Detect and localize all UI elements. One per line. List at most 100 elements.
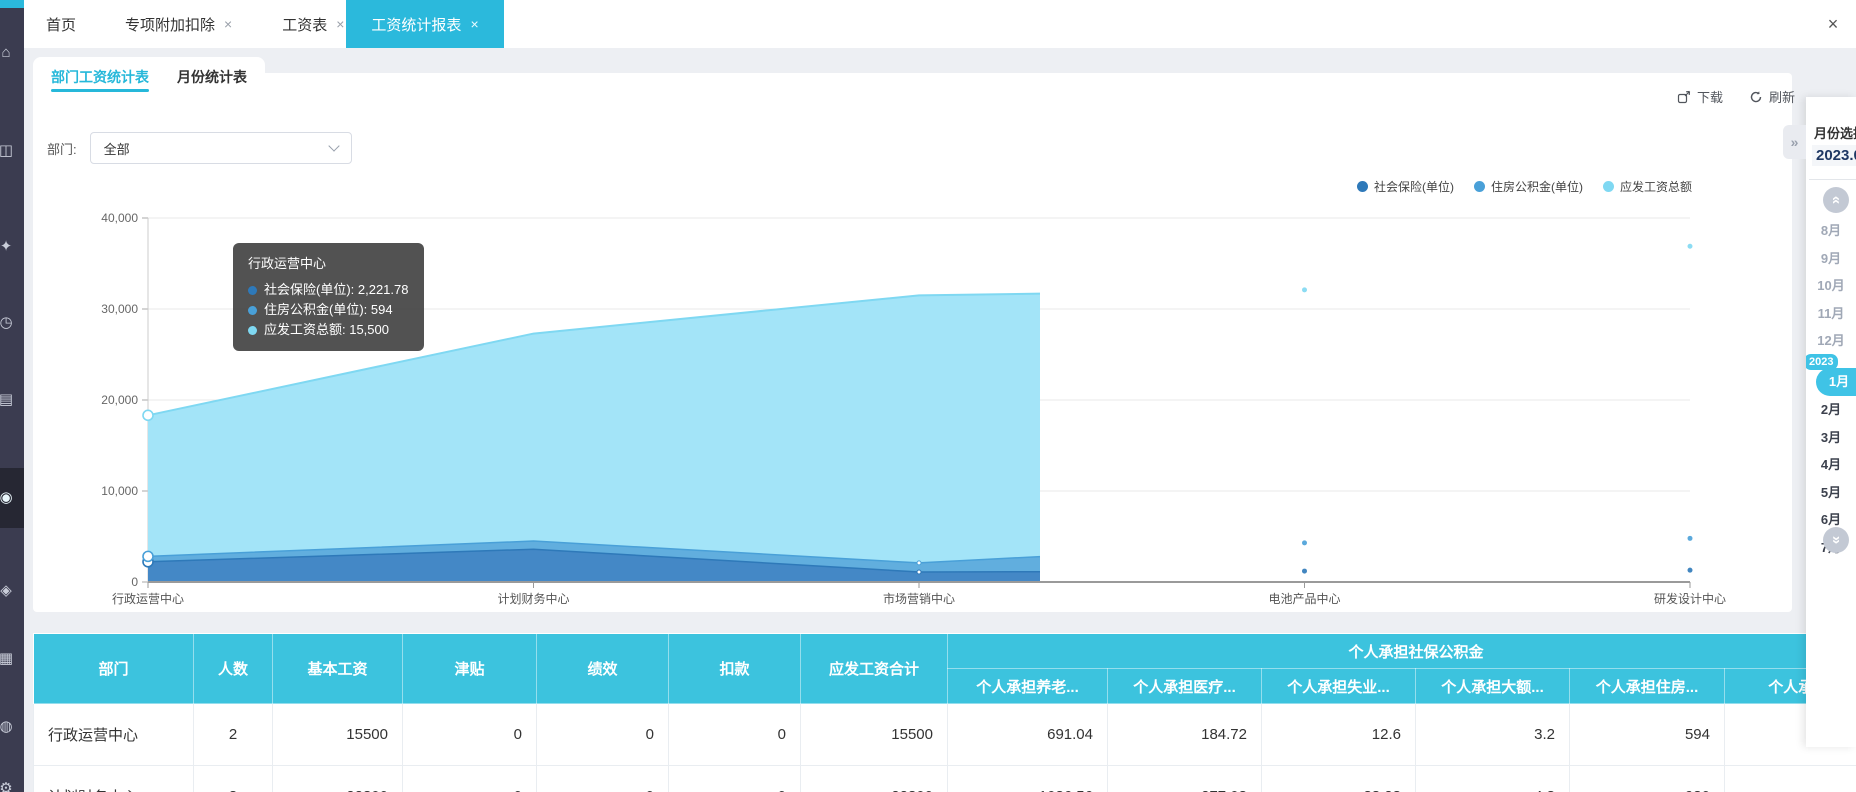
legend-item[interactable]: 应发工资总额 (1602, 178, 1692, 195)
table-cell: 4.8 (1415, 765, 1570, 792)
tooltip-text: 住房公积金(单位): 594 (264, 302, 393, 317)
table-subheader-cell: 个人承担大额... (1415, 668, 1570, 704)
month-item[interactable]: 5月 (1820, 484, 1842, 500)
refresh-icon (1750, 90, 1762, 102)
table-subheader-cell: 个人承担养老... (947, 668, 1108, 704)
svg-text:电池产品中心: 电池产品中心 (1268, 591, 1340, 606)
table-subheader-cell: 个人承担医疗... (1107, 668, 1262, 704)
star-icon[interactable]: ✦ (0, 238, 13, 255)
download-icon (1677, 90, 1691, 103)
scroll-up-button[interactable]: « (1823, 187, 1849, 213)
month-item-active[interactable]: 1月 (1816, 367, 1856, 396)
month-item[interactable]: 9月 (1820, 250, 1842, 266)
salary-table: 部门 人数 基本工资 津贴 绩效 扣款 应发工资合计 个人承担社保公积金 个人承担养老... 个人… (33, 633, 1856, 792)
table-cell: 594 (1569, 703, 1725, 766)
chevron-double-up-icon: « (1828, 195, 1845, 205)
tooltip-text: 应发工资总额: 15,500 (264, 322, 389, 337)
table-header-cell: 扣款 (668, 633, 801, 704)
svg-text:0: 0 (131, 575, 138, 589)
table-cell: 2 (193, 703, 273, 766)
tab-close-icon[interactable]: × (470, 16, 479, 32)
tab-close-icon[interactable]: × (224, 16, 233, 32)
legend-item[interactable]: 社会保险(单位) (1356, 178, 1454, 195)
table-cell: 277.08 (1107, 765, 1262, 792)
legend-dot-icon (1602, 181, 1614, 192)
table-cell: 3 (193, 765, 273, 792)
month-item[interactable]: 3月 (1820, 429, 1842, 445)
refresh-button[interactable]: 刷新 (1749, 87, 1795, 106)
table-cell: 22800 (272, 765, 403, 792)
month-item[interactable]: 12月 (1817, 333, 1845, 348)
table-cell (1723, 765, 1856, 792)
department-filter-label: 部门: (47, 141, 77, 157)
salary-icon[interactable]: ◉ (0, 489, 13, 506)
table-cell: 184.72 (1107, 703, 1262, 766)
download-button[interactable]: 下载 (1677, 87, 1723, 106)
legend-label: 社会保险(单位) (1373, 180, 1454, 194)
table-cell: 15500 (272, 703, 403, 766)
month-item[interactable]: 6月 (1820, 512, 1842, 527)
tab-3[interactable]: 工资表 × (282, 0, 344, 48)
tab-close-icon[interactable]: × (336, 16, 345, 32)
table-header-cell: 部门 (33, 633, 194, 704)
tab-label: 工资表 (282, 16, 328, 34)
department-filter: 部门: 全部 (47, 132, 352, 164)
month-item[interactable]: 4月 (1820, 457, 1842, 472)
svg-text:20,000: 20,000 (101, 393, 138, 407)
left-sidebar: ⌂ ◫ ✦ ◷ ▤ ◉ ◈ ▦ ◍ ⚙ (0, 0, 24, 792)
svg-text:10,000: 10,000 (101, 484, 138, 498)
svg-text:计划财务中心: 计划财务中心 (497, 591, 569, 606)
table-cell: 22800 (800, 765, 948, 792)
tooltip-row: 应发工资总额: 15,500 (248, 320, 409, 340)
month-item[interactable]: 2月 (1820, 402, 1842, 417)
table-cell: 691.04 (947, 703, 1108, 766)
tooltip-title: 行政运营中心 (248, 256, 327, 271)
chevron-double-down-icon: « (1827, 535, 1844, 545)
close-icon[interactable]: × (1827, 14, 1839, 34)
legend-item[interactable]: 住房公积金(单位) (1473, 178, 1583, 195)
tooltip-text: 社会保险(单位): 2,221.78 (264, 282, 409, 297)
coin-icon[interactable]: ◍ (0, 718, 13, 735)
salary-table-wrap: 部门 人数 基本工资 津贴 绩效 扣款 应发工资合计 个人承担社保公积金 个人承担养老... 个人… (33, 633, 1856, 792)
tab-label: 工资统计报表 (371, 16, 462, 34)
month-item[interactable]: 8月 (1820, 223, 1842, 238)
month-panel-title: 月份选择 (1814, 126, 1856, 141)
legend-label: 应发工资总额 (1619, 180, 1692, 194)
table-header-cell: 人数 (193, 633, 273, 704)
scroll-down-button[interactable]: « (1823, 527, 1849, 553)
tab-1[interactable]: 首页 (46, 0, 76, 48)
chart-tooltip: 行政运营中心 社会保险(单位): 2,221.78 住房公积金(单位): 594 应… (233, 243, 424, 351)
report-icon[interactable]: ▦ (0, 650, 14, 667)
table-cell: 计划财务中心 (33, 765, 194, 792)
month-item[interactable]: 11月 (1817, 305, 1845, 321)
divider (1809, 179, 1856, 180)
month-item[interactable]: 10月 (1817, 278, 1845, 293)
subtab-2[interactable]: 月份统计表 (177, 69, 247, 85)
subtab-1-active[interactable]: 部门工资统计表 (51, 57, 149, 97)
department-select[interactable]: 全部 (89, 132, 352, 164)
tab-label: 首页 (46, 16, 77, 34)
clock-icon[interactable]: ◷ (0, 314, 13, 331)
contacts-icon[interactable]: ◫ (0, 142, 14, 159)
table-cell: 1036.56 (947, 765, 1108, 792)
tab-label: 专项附加扣除 (125, 16, 216, 34)
panel-collapse-button[interactable]: » (1783, 125, 1806, 159)
chart-legend: 社会保险(单位) 住房公积金(单位) 应发工资总额 (1356, 178, 1692, 195)
tag-icon[interactable]: ◈ (0, 582, 12, 599)
refresh-label: 刷新 (1768, 90, 1795, 105)
tab-4-active[interactable]: 工资统计报表 × (346, 0, 504, 48)
tooltip-dot-icon (248, 325, 257, 335)
download-label: 下载 (1696, 90, 1723, 105)
table-row: 计划财务中心322800000228001036.56277.0838.234.… (33, 765, 1856, 792)
tooltip-row: 社会保险(单位): 2,221.78 (248, 280, 409, 300)
home-icon[interactable]: ⌂ (1, 44, 11, 61)
top-tabbar: 首页 专项附加扣除 × 工资表 × 工资统计报表 × × (24, 0, 1856, 48)
table-subheader-cell: 个人承担住房... (1569, 668, 1725, 704)
gear-icon[interactable]: ⚙ (0, 780, 13, 792)
table-cell: 15500 (800, 703, 948, 766)
tab-2[interactable]: 专项附加扣除 × (125, 0, 232, 48)
ledger-icon[interactable]: ▤ (0, 391, 14, 408)
year-badge: 2023 (1806, 353, 1839, 370)
chevron-down-icon (327, 140, 340, 152)
